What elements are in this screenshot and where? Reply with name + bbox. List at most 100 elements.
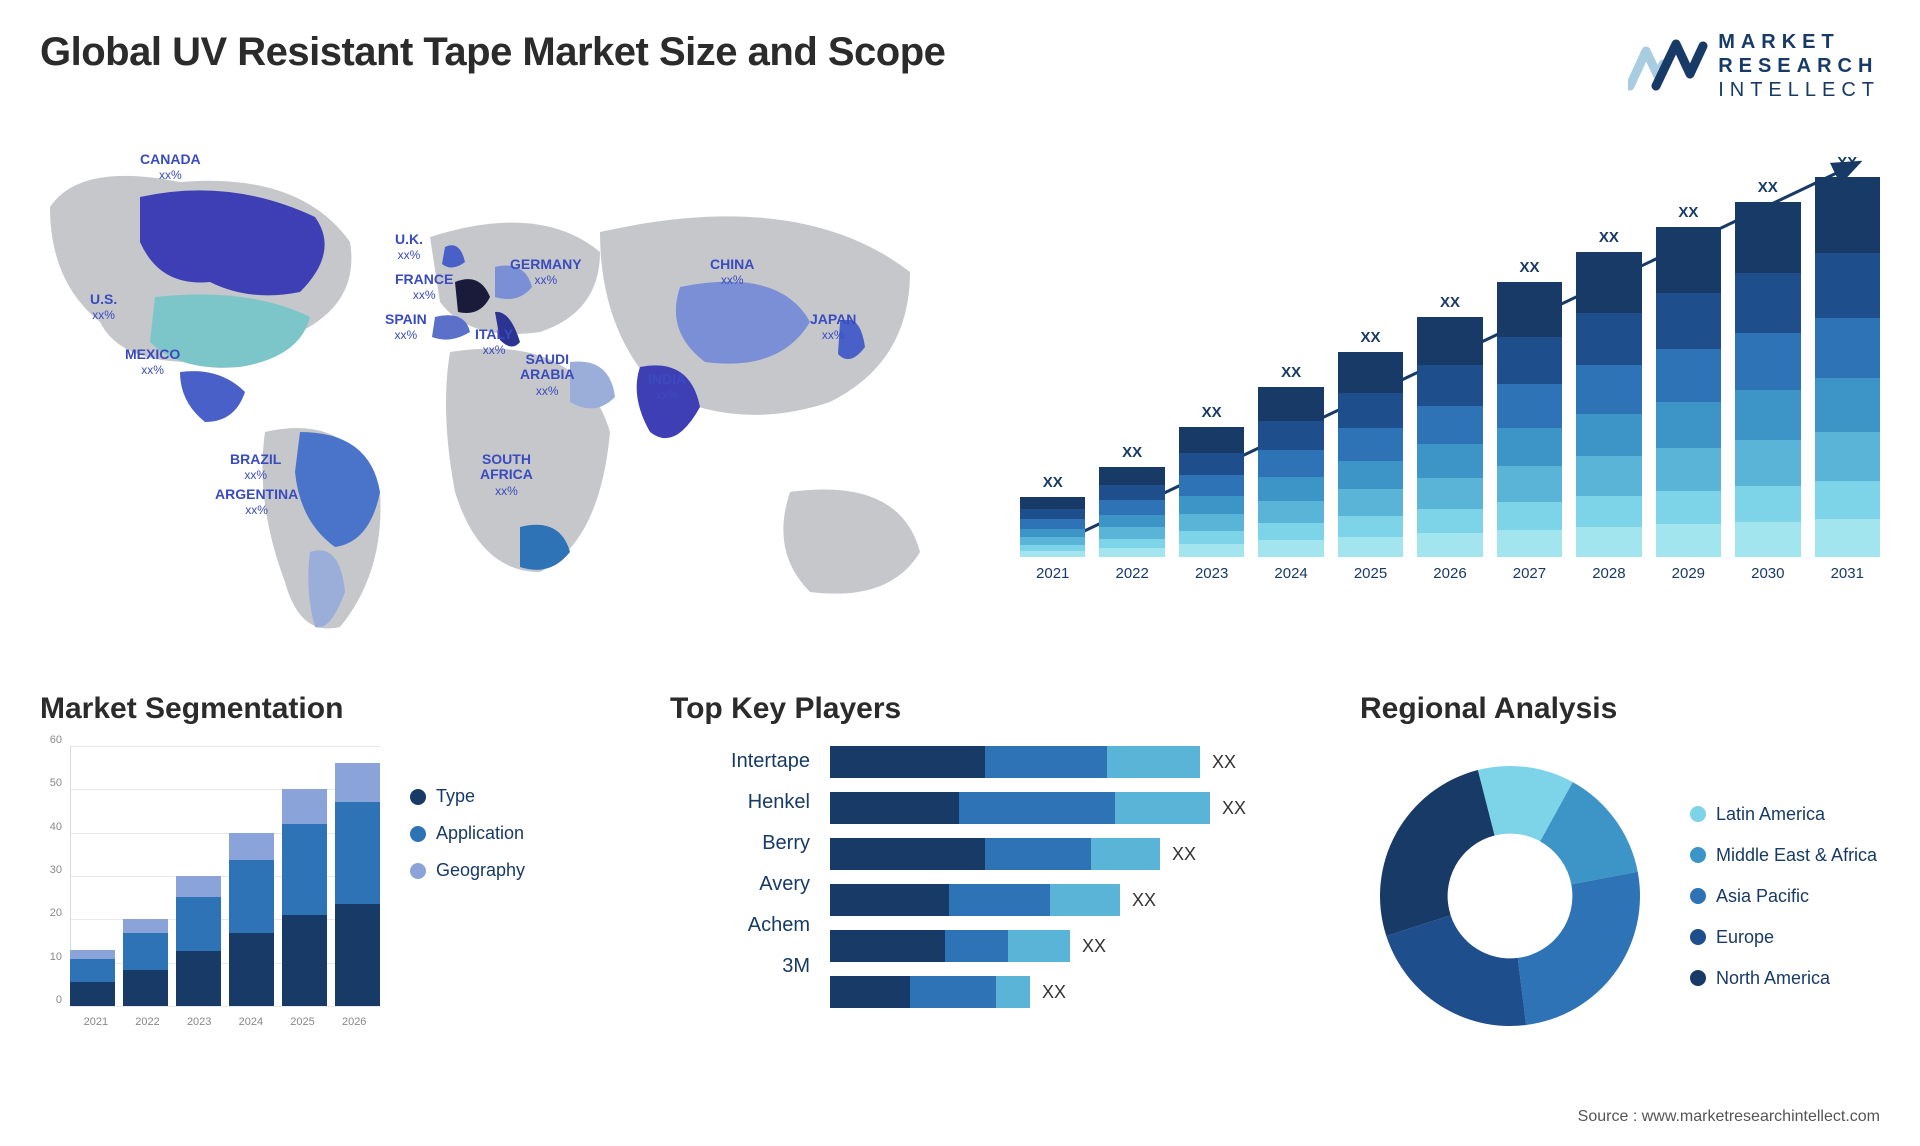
map-label: ITALYxx% [475, 327, 513, 358]
players-section: Top Key Players IntertapeHenkelBerryAver… [670, 692, 1310, 1046]
growth-bar-value: XX [1758, 179, 1778, 196]
player-value: XX [1132, 890, 1156, 911]
player-name: 3M [670, 955, 810, 978]
players-names: Intertape Henkel Berry Avery Achem 3M [670, 746, 810, 1008]
bottom-row: Market Segmentation 0102030405060 202120… [40, 692, 1880, 1046]
growth-bar: XX 2022 [1099, 444, 1164, 582]
map-label: INDIAxx% [648, 372, 686, 403]
legend-item: Geography [410, 860, 525, 881]
map-label: SPAINxx% [385, 312, 427, 343]
growth-bar-value: XX [1519, 259, 1539, 276]
player-row: XX [830, 930, 1310, 962]
seg-year: 2022 [122, 1016, 174, 1028]
players-bars: XX XX XX XX XX XX [830, 746, 1310, 1008]
player-name: Henkel [670, 791, 810, 814]
legend-item: Latin America [1690, 804, 1877, 825]
growth-bar-value: XX [1440, 294, 1460, 311]
growth-bar-year: 2027 [1513, 565, 1546, 582]
regional-section: Regional Analysis Latin AmericaMiddle Ea… [1360, 692, 1880, 1046]
growth-bar-year: 2031 [1831, 565, 1864, 582]
growth-bar-value: XX [1837, 154, 1857, 171]
player-value: XX [1042, 982, 1066, 1003]
logo: MARKET RESEARCH INTELLECT [1628, 30, 1880, 102]
growth-bar: XX 2027 [1497, 259, 1562, 582]
seg-year: 2024 [225, 1016, 277, 1028]
seg-bar [70, 950, 115, 1006]
growth-bar: XX 2028 [1576, 229, 1641, 582]
growth-bar-year: 2030 [1751, 565, 1784, 582]
player-name: Achem [670, 914, 810, 937]
legend-item: Asia Pacific [1690, 886, 1877, 907]
player-row: XX [830, 746, 1310, 778]
seg-year: 2021 [70, 1016, 122, 1028]
growth-bar-year: 2029 [1672, 565, 1705, 582]
player-value: XX [1212, 752, 1236, 773]
map-label: SOUTHAFRICAxx% [480, 452, 533, 498]
growth-bar: XX 2031 [1815, 154, 1880, 582]
growth-bar-value: XX [1043, 474, 1063, 491]
growth-bar: XX 2023 [1179, 404, 1244, 582]
growth-bar: XX 2021 [1020, 474, 1085, 582]
player-value: XX [1222, 798, 1246, 819]
legend-item: Application [410, 823, 525, 844]
map-label: U.K.xx% [395, 232, 423, 263]
growth-bar-value: XX [1361, 329, 1381, 346]
seg-bar [282, 789, 327, 1006]
legend-item: Europe [1690, 927, 1877, 948]
player-row: XX [830, 976, 1310, 1008]
world-map: CANADAxx%U.S.xx%MEXICOxx%BRAZILxx%ARGENT… [40, 132, 980, 652]
page-title: Global UV Resistant Tape Market Size and… [40, 30, 945, 75]
player-name: Avery [670, 873, 810, 896]
seg-bar [229, 833, 274, 1006]
growth-bar: XX 2030 [1735, 179, 1800, 582]
player-row: XX [830, 838, 1310, 870]
growth-bar-year: 2024 [1274, 565, 1307, 582]
growth-bar-year: 2022 [1115, 565, 1148, 582]
growth-bar-year: 2026 [1433, 565, 1466, 582]
growth-bar-year: 2023 [1195, 565, 1228, 582]
header: Global UV Resistant Tape Market Size and… [40, 30, 1880, 102]
regional-legend: Latin AmericaMiddle East & AfricaAsia Pa… [1690, 804, 1877, 989]
growth-bar-value: XX [1281, 364, 1301, 381]
segmentation-chart: 0102030405060 202120222023202420252026 [40, 746, 380, 1046]
growth-bar: XX 2029 [1656, 204, 1721, 582]
growth-bar-value: XX [1678, 204, 1698, 221]
regional-title: Regional Analysis [1360, 692, 1880, 726]
map-label: GERMANYxx% [510, 257, 582, 288]
regional-donut [1360, 746, 1660, 1046]
growth-chart: XX 2021 XX 2022 XX 2023 XX 2024 XX 2025 … [1020, 132, 1880, 652]
seg-year: 2026 [328, 1016, 380, 1028]
seg-bar [123, 919, 168, 1006]
map-label: JAPANxx% [810, 312, 856, 343]
seg-bar [335, 763, 380, 1006]
player-name: Intertape [670, 750, 810, 773]
growth-bar-value: XX [1599, 229, 1619, 246]
segmentation-title: Market Segmentation [40, 692, 620, 726]
seg-year: 2025 [277, 1016, 329, 1028]
source-text: Source : www.marketresearchintellect.com [1578, 1108, 1880, 1126]
logo-icon [1628, 36, 1708, 96]
player-value: XX [1082, 936, 1106, 957]
seg-bar [176, 876, 221, 1006]
segmentation-section: Market Segmentation 0102030405060 202120… [40, 692, 620, 1046]
growth-bar: XX 2026 [1417, 294, 1482, 582]
map-label: ARGENTINAxx% [215, 487, 298, 518]
player-row: XX [830, 884, 1310, 916]
player-value: XX [1172, 844, 1196, 865]
growth-bar: XX 2024 [1258, 364, 1323, 582]
map-label: CHINAxx% [710, 257, 754, 288]
map-label: CANADAxx% [140, 152, 201, 183]
seg-year: 2023 [173, 1016, 225, 1028]
logo-text: MARKET RESEARCH INTELLECT [1718, 30, 1880, 102]
growth-bar-value: XX [1202, 404, 1222, 421]
legend-item: Type [410, 786, 525, 807]
segmentation-legend: Type Application Geography [410, 746, 525, 1046]
legend-item: North America [1690, 968, 1877, 989]
player-name: Berry [670, 832, 810, 855]
map-label: FRANCExx% [395, 272, 453, 303]
map-label: BRAZILxx% [230, 452, 281, 483]
map-label: SAUDIARABIAxx% [520, 352, 574, 398]
growth-bar-year: 2021 [1036, 565, 1069, 582]
growth-bar-year: 2028 [1592, 565, 1625, 582]
map-label: U.S.xx% [90, 292, 117, 323]
